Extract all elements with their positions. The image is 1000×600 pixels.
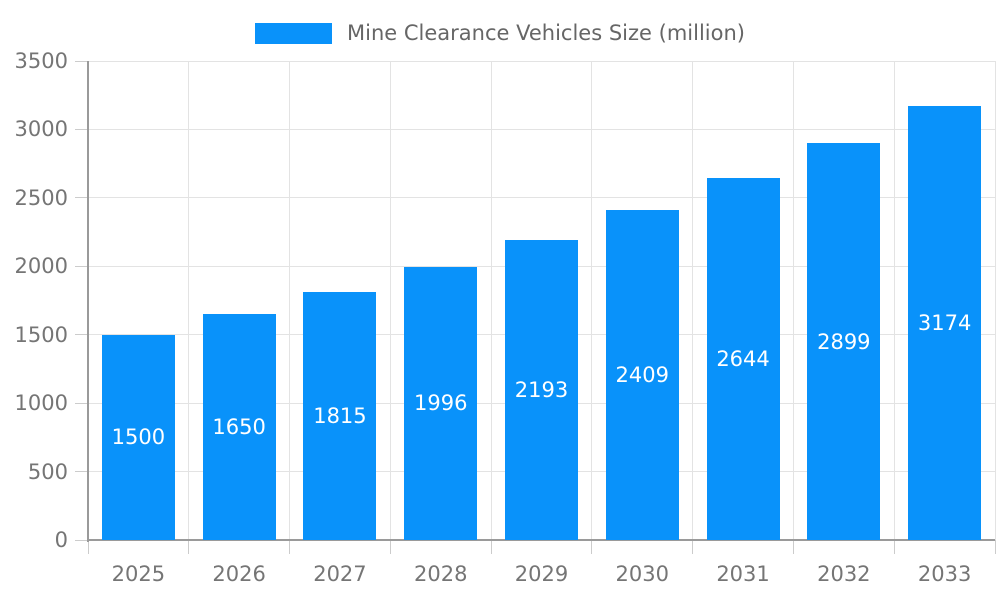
y-gridline	[88, 60, 995, 62]
bar-value-label: 2409	[615, 363, 669, 388]
legend-swatch	[255, 22, 333, 44]
bar-2032: 2899	[807, 143, 881, 540]
y-tick	[75, 402, 88, 404]
bar-value-label: 2899	[817, 329, 871, 354]
x-axis-tick-label: 2026	[212, 562, 266, 586]
bar-value-label: 1500	[111, 425, 166, 450]
x-tick	[792, 540, 794, 554]
x-axis-tick-label: 2028	[413, 562, 468, 586]
bar-2026: 1650	[202, 314, 276, 540]
y-tick	[75, 265, 88, 267]
x-tick	[692, 540, 694, 554]
y-tick	[75, 197, 88, 199]
y-axis-tick-label: 2000	[14, 254, 68, 279]
y-axis-tick-label: 3500	[14, 49, 68, 73]
x-axis-tick-label: 2025	[111, 562, 166, 586]
x-gridline	[591, 61, 593, 540]
y-axis-tick-label: 1500	[14, 322, 68, 347]
x-tick	[389, 540, 391, 554]
x-axis-tick-label: 2030	[615, 562, 669, 586]
y-axis-tick-label: 3000	[14, 117, 68, 142]
y-axis-line	[87, 61, 89, 542]
x-gridline	[792, 61, 794, 540]
bar-2031: 2644	[706, 178, 780, 540]
x-gridline	[994, 61, 996, 540]
bar-2027: 1815	[303, 291, 377, 540]
bar-value-label: 2193	[514, 377, 569, 402]
x-axis-tick-label: 2031	[716, 562, 770, 586]
legend-label: Mine Clearance Vehicles Size (million)	[347, 21, 745, 45]
bar-2029: 2193	[505, 239, 578, 540]
x-axis-tick-label: 2027	[313, 562, 367, 586]
x-tick	[994, 540, 996, 554]
x-tick	[490, 540, 492, 554]
y-tick	[75, 471, 88, 473]
x-axis-tick-label: 2029	[514, 562, 569, 586]
y-axis-tick-label: 0	[54, 528, 68, 552]
x-axis-tick-label: 2032	[817, 562, 871, 586]
bar-value-label: 1650	[212, 415, 266, 440]
x-tick	[87, 540, 89, 554]
y-gridline	[88, 197, 995, 199]
y-tick	[75, 334, 88, 336]
y-tick	[75, 128, 88, 130]
x-tick	[289, 540, 291, 554]
bar-2025: 1500	[101, 334, 175, 540]
x-gridline	[692, 61, 694, 540]
y-tick	[75, 60, 88, 62]
x-gridline	[389, 61, 391, 540]
y-tick	[75, 539, 88, 541]
x-tick	[893, 540, 895, 554]
x-gridline	[893, 61, 895, 540]
chart-legend: Mine Clearance Vehicles Size (million)	[0, 21, 1000, 45]
y-axis-tick-label: 1000	[14, 391, 68, 416]
y-axis-tick-label: 500	[27, 459, 68, 484]
y-gridline	[88, 128, 995, 130]
bar-2033: 3174	[908, 105, 982, 540]
x-gridline	[188, 61, 190, 540]
bar-value-label: 1996	[413, 391, 468, 416]
bar-value-label: 2644	[716, 347, 770, 372]
bar-2030: 2409	[605, 210, 679, 540]
x-axis-tick-label: 2033	[917, 562, 972, 586]
x-tick	[591, 540, 593, 554]
bar-value-label: 1815	[313, 403, 367, 428]
x-gridline	[490, 61, 492, 540]
x-tick	[188, 540, 190, 554]
x-gridline	[289, 61, 291, 540]
y-axis-tick-label: 2500	[14, 185, 68, 210]
bar-value-label: 3174	[917, 310, 972, 335]
bar-2028: 1996	[404, 266, 478, 540]
x-axis-line	[88, 539, 995, 541]
